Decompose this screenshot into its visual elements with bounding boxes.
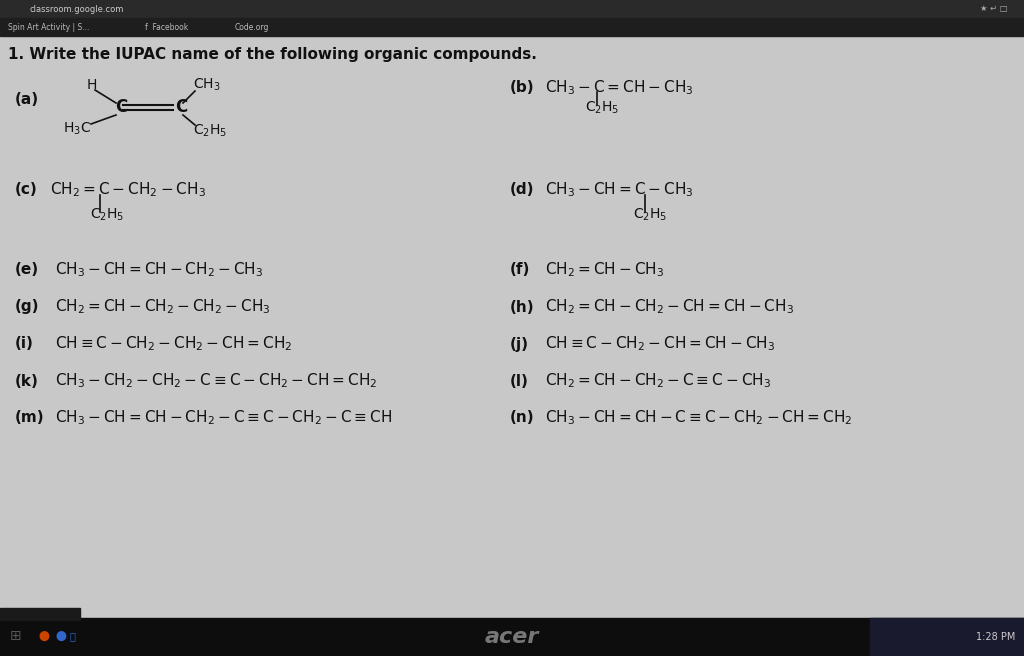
Text: (n): (n) [510, 411, 535, 426]
Text: (i): (i) [15, 337, 34, 352]
Text: $\mathdefault{CH_2=CH-CH_2-CH=CH-CH_3}$: $\mathdefault{CH_2=CH-CH_2-CH=CH-CH_3}$ [545, 298, 795, 316]
Text: (d): (d) [510, 182, 535, 197]
Text: ⬤: ⬤ [55, 631, 66, 641]
Text: ★ ↵ □: ★ ↵ □ [980, 5, 1008, 14]
Text: $\mathdefault{CH_3-C=CH-CH_3}$: $\mathdefault{CH_3-C=CH-CH_3}$ [545, 79, 693, 97]
Text: 1. Write the IUPAC name of the following organic compounds.: 1. Write the IUPAC name of the following… [8, 47, 537, 62]
Text: C$_2$H$_5$: C$_2$H$_5$ [585, 100, 620, 116]
Text: $\mathdefault{CH_3-CH_2-CH_2-C\equiv C-CH_2-CH=CH_2}$: $\mathdefault{CH_3-CH_2-CH_2-C\equiv C-C… [55, 372, 378, 390]
Text: $\mathdefault{CH_2=CH-CH_2-C\equiv C-CH_3}$: $\mathdefault{CH_2=CH-CH_2-C\equiv C-CH_… [545, 372, 771, 390]
Text: $\mathdefault{CH_2=CH-CH_3}$: $\mathdefault{CH_2=CH-CH_3}$ [545, 260, 665, 279]
Text: 1:28 PM: 1:28 PM [976, 632, 1015, 642]
Text: (b): (b) [510, 81, 535, 96]
Text: (l): (l) [510, 373, 528, 388]
Bar [0, 36, 1024, 618]
Bar [0, 0, 1024, 18]
Text: Spin Art Activity | S...: Spin Art Activity | S... [8, 22, 89, 31]
Text: C$_2$H$_5$: C$_2$H$_5$ [193, 123, 227, 139]
Text: C$_2$H$_5$: C$_2$H$_5$ [633, 207, 668, 223]
Text: f  Facebook: f Facebook [145, 22, 188, 31]
Text: $\mathdefault{CH_3-CH=C-CH_3}$: $\mathdefault{CH_3-CH=C-CH_3}$ [545, 180, 693, 199]
Text: (m): (m) [15, 411, 45, 426]
Text: $\mathdefault{CH\equiv C-CH_2-CH=CH-CH_3}$: $\mathdefault{CH\equiv C-CH_2-CH=CH-CH_3… [545, 335, 775, 354]
Text: $\mathdefault{CH_3-CH=CH-CH_2-CH_3}$: $\mathdefault{CH_3-CH=CH-CH_2-CH_3}$ [55, 260, 263, 279]
Bar [870, 618, 1024, 656]
Text: C: C [175, 98, 187, 116]
Text: $\mathdefault{CH_3-CH=CH-C\equiv C-CH_2-CH=CH_2}$: $\mathdefault{CH_3-CH=CH-C\equiv C-CH_2-… [545, 409, 853, 427]
Text: $\mathdefault{CH\equiv C-CH_2-CH_2-CH=CH_2}$: $\mathdefault{CH\equiv C-CH_2-CH_2-CH=CH… [55, 335, 293, 354]
Text: C: C [115, 98, 127, 116]
Bar [0, 618, 1024, 656]
Text: ⬛: ⬛ [70, 631, 76, 641]
Text: (f): (f) [510, 262, 530, 277]
Bar [0, 608, 80, 620]
Text: (h): (h) [510, 300, 535, 314]
Text: acer: acer [484, 627, 540, 647]
Text: ⬤: ⬤ [38, 631, 49, 641]
Text: $\mathdefault{CH_2=CH-CH_2-CH_2-CH_3}$: $\mathdefault{CH_2=CH-CH_2-CH_2-CH_3}$ [55, 298, 270, 316]
Text: C$_2$H$_5$: C$_2$H$_5$ [90, 207, 124, 223]
Text: H: H [87, 78, 97, 92]
Text: $\mathdefault{CH_3-CH=CH-CH_2-C\equiv C-CH_2-C\equiv CH}$: $\mathdefault{CH_3-CH=CH-CH_2-C\equiv C-… [55, 409, 392, 427]
Text: H$_3$C: H$_3$C [63, 121, 91, 137]
Text: $\mathdefault{CH_2=C-CH_2-CH_3}$: $\mathdefault{CH_2=C-CH_2-CH_3}$ [50, 180, 206, 199]
Text: (e): (e) [15, 262, 39, 277]
Text: Code.org: Code.org [234, 22, 269, 31]
Text: ⊞: ⊞ [10, 629, 22, 643]
Text: CH$_3$: CH$_3$ [193, 77, 220, 93]
Text: (c): (c) [15, 182, 38, 197]
Text: (j): (j) [510, 337, 529, 352]
Bar [0, 18, 1024, 36]
Text: classroom.google.com: classroom.google.com [30, 5, 124, 14]
Text: (k): (k) [15, 373, 39, 388]
Text: (g): (g) [15, 300, 40, 314]
Text: (a): (a) [15, 92, 39, 108]
